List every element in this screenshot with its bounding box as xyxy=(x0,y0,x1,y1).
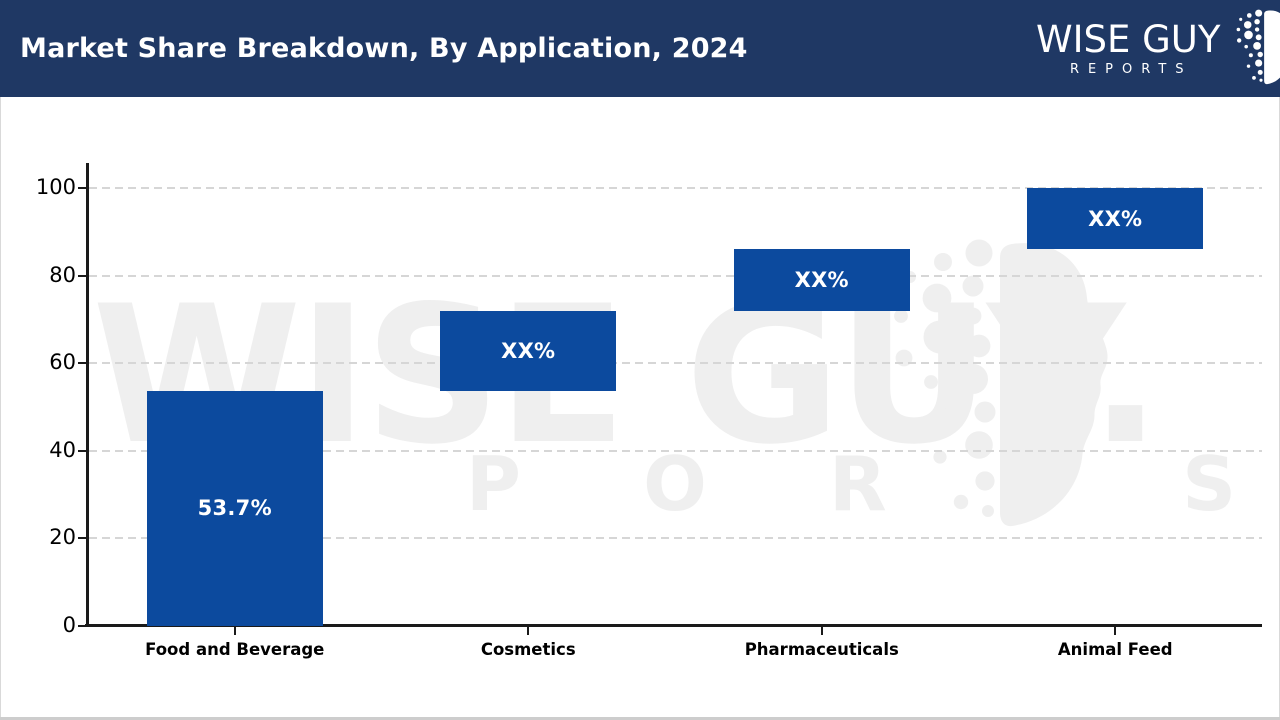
x-axis-tick xyxy=(527,627,530,635)
page-title: Market Share Breakdown, By Application, … xyxy=(20,33,748,64)
logo-text: WISE GUY REPORTS xyxy=(1036,17,1221,77)
y-axis-tick-label: 0 xyxy=(62,613,76,637)
y-axis-line xyxy=(86,163,89,627)
bar-pharmaceuticals: XX% xyxy=(733,249,910,311)
bar-animal-feed: XX% xyxy=(1027,188,1204,250)
bar-cosmetics: XX% xyxy=(440,310,617,391)
x-axis-tick xyxy=(820,627,823,635)
x-axis-category-label: Food and Beverage xyxy=(145,640,325,659)
bar-value-label: XX% xyxy=(794,267,849,292)
gridline xyxy=(89,449,1262,452)
y-axis-tick xyxy=(78,187,87,189)
gridline xyxy=(89,537,1262,540)
frame-border-bottom xyxy=(0,717,1280,720)
y-axis-tick xyxy=(78,449,87,452)
x-axis-category-label: Cosmetics xyxy=(480,640,576,659)
watermark-subtext: P O R T S xyxy=(466,440,1280,528)
brand-logo: WISE GUY REPORTS xyxy=(1036,0,1280,97)
y-axis-tick-label: 100 xyxy=(35,175,76,199)
bar-food-and-beverage: 53.7% xyxy=(146,390,323,626)
y-axis-tick-label: 80 xyxy=(49,262,76,287)
bar-value-label: XX% xyxy=(501,338,556,363)
app-header: Market Share Breakdown, By Application, … xyxy=(0,0,1280,97)
bar-value-label: 53.7% xyxy=(197,496,272,521)
gridline xyxy=(89,274,1262,277)
y-axis-tick xyxy=(78,274,87,277)
x-axis-line xyxy=(85,624,1262,627)
gridline xyxy=(89,362,1262,365)
logo-face-icon xyxy=(1237,9,1280,84)
logo-wordmark: WISE GUY xyxy=(1036,17,1221,61)
logo-subtext: REPORTS xyxy=(1069,61,1193,77)
x-axis-tick xyxy=(233,627,236,635)
y-axis-tick xyxy=(78,625,87,627)
bar-value-label: XX% xyxy=(1088,206,1143,231)
y-axis-tick xyxy=(78,537,87,540)
y-axis-tick xyxy=(78,362,87,365)
y-axis-tick-label: 60 xyxy=(49,350,76,375)
y-axis-tick-label: 40 xyxy=(49,437,76,462)
frame-border-left xyxy=(0,97,1,720)
y-axis-tick-label: 20 xyxy=(49,525,76,550)
gridline xyxy=(89,187,1262,189)
x-axis-category-label: Pharmaceuticals xyxy=(744,640,899,659)
x-axis-tick xyxy=(1114,627,1117,635)
x-axis-category-label: Animal Feed xyxy=(1057,640,1173,659)
